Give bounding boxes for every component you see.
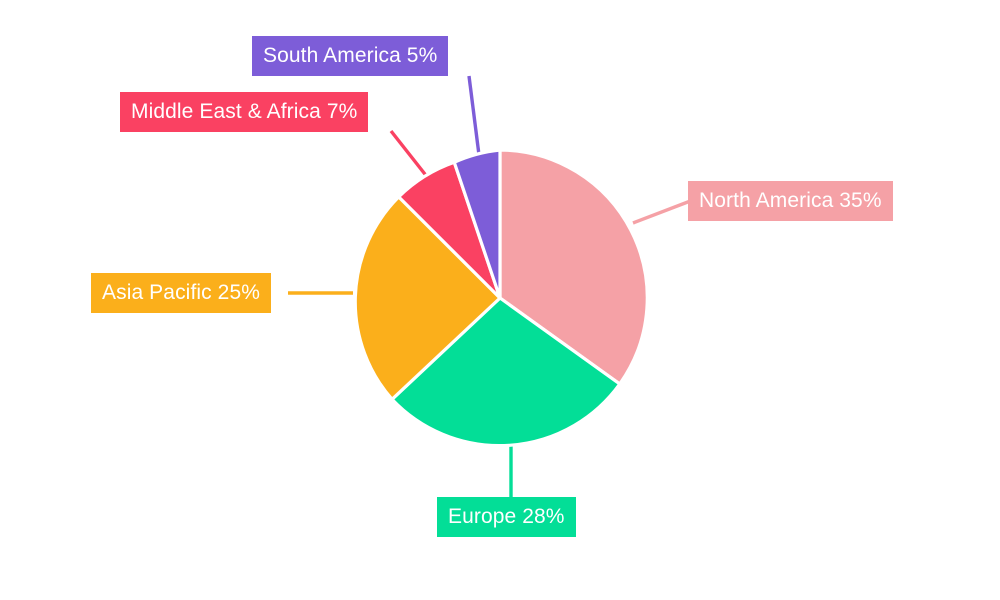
pie-label-north-america[interactable]: North America 35% — [688, 181, 893, 221]
pie-label-south-america[interactable]: South America 5% — [252, 36, 449, 76]
leader-lines — [288, 75, 694, 499]
pie-slice-north-america[interactable] — [498, 148, 649, 386]
pie-label-europe[interactable]: Europe 28% — [437, 497, 576, 537]
leader-line-north-america — [632, 198, 694, 225]
pie-slice-south-america[interactable] — [452, 148, 502, 300]
pie-label-asia-pacific[interactable]: Asia Pacific 25% — [91, 273, 272, 313]
leader-line-south-america — [467, 75, 481, 156]
pie-slice-europe[interactable] — [390, 296, 622, 448]
leader-line-middle-east-africa — [389, 129, 430, 180]
pie-label-middle-east-africa[interactable]: Middle East & Africa 7% — [120, 92, 369, 132]
pie-slice-asia-pacific[interactable] — [353, 195, 502, 401]
pie-slices — [353, 148, 649, 448]
